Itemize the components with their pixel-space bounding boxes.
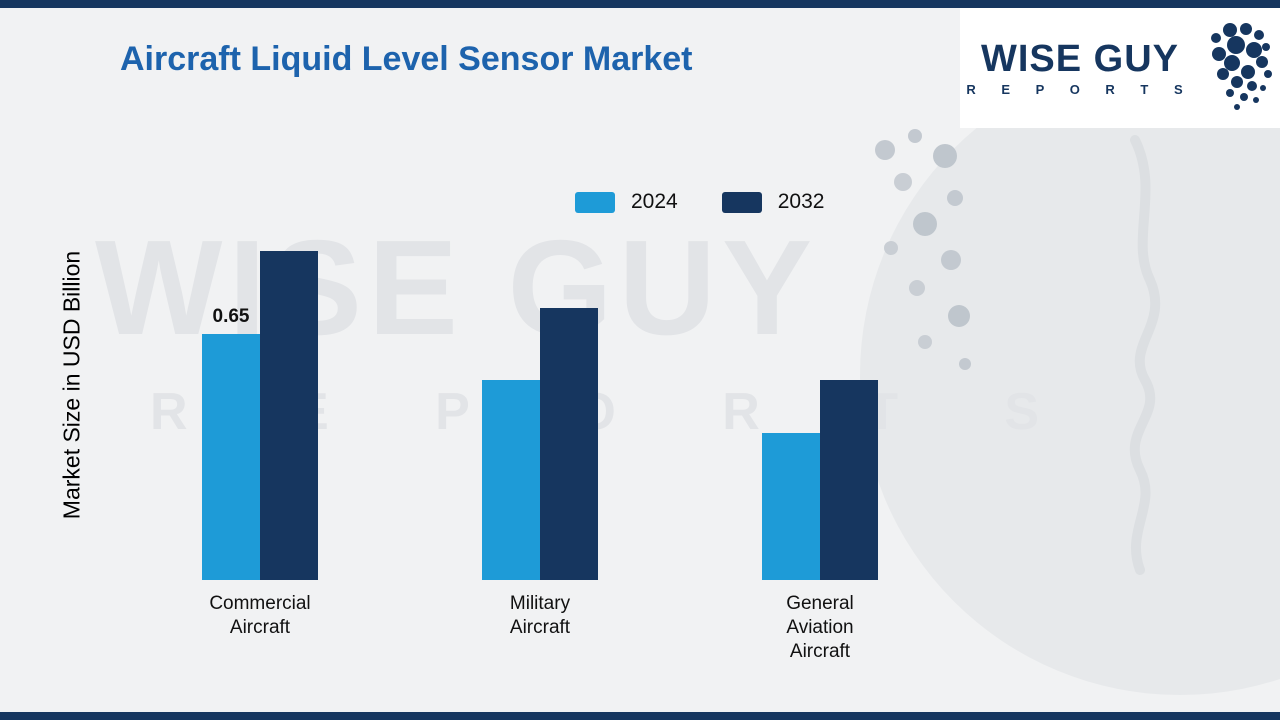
category-label-general-aviation-aircraft: General Aviation Aircraft xyxy=(786,593,854,662)
bottom-border-strip xyxy=(0,712,1280,720)
logo-wordmark: WISE GUY xyxy=(980,37,1180,80)
legend-label-2024: 2024 xyxy=(631,190,678,213)
page-title: Aircraft Liquid Level Sensor Market xyxy=(120,40,693,78)
legend-label-2032: 2032 xyxy=(777,190,825,213)
bar-2024-category-1 xyxy=(482,380,540,580)
bar-group-0: 0.65 xyxy=(202,251,318,580)
bar-2024-category-0 xyxy=(202,334,260,580)
category-labels-row: Commercial Aircraft Military Aircraft Ge… xyxy=(120,592,960,663)
bar-group-2 xyxy=(762,380,878,580)
legend-item-2032: 2032 xyxy=(721,190,825,214)
legend-swatch-2032 xyxy=(721,191,762,213)
legend-item-2024: 2024 xyxy=(575,190,678,214)
face-profile-decoration xyxy=(1129,135,1161,575)
bar-2032-category-1 xyxy=(540,308,598,580)
logo-head-dots-icon xyxy=(1210,23,1272,110)
bar-2032-category-2 xyxy=(820,380,878,580)
scatter-dots-decoration xyxy=(875,129,971,370)
bar-group-1 xyxy=(482,308,598,580)
bar-value-label: 0.65 xyxy=(212,306,250,327)
y-axis-label: Market Size in USD Billion xyxy=(58,250,85,520)
chart-plot-area: 0.65 xyxy=(120,240,960,580)
category-label-military-aircraft: Military Aircraft xyxy=(509,593,571,638)
wise-guy-reports-logo: WISE GUY R E P O R T S xyxy=(960,8,1280,128)
logo-subtitle: R E P O R T S xyxy=(966,81,1194,97)
bar-2024-category-2 xyxy=(762,433,820,580)
bar-2032-category-0 xyxy=(260,251,318,580)
category-label-commercial-aircraft: Commercial Aircraft xyxy=(209,593,311,638)
top-border-strip xyxy=(0,0,1280,8)
bar-groups: 0.65 xyxy=(120,240,960,580)
chart-legend: 2024 2032 xyxy=(575,190,824,214)
logo-text: WISE GUY R E P O R T S xyxy=(966,40,1193,97)
legend-swatch-2024 xyxy=(575,191,615,213)
